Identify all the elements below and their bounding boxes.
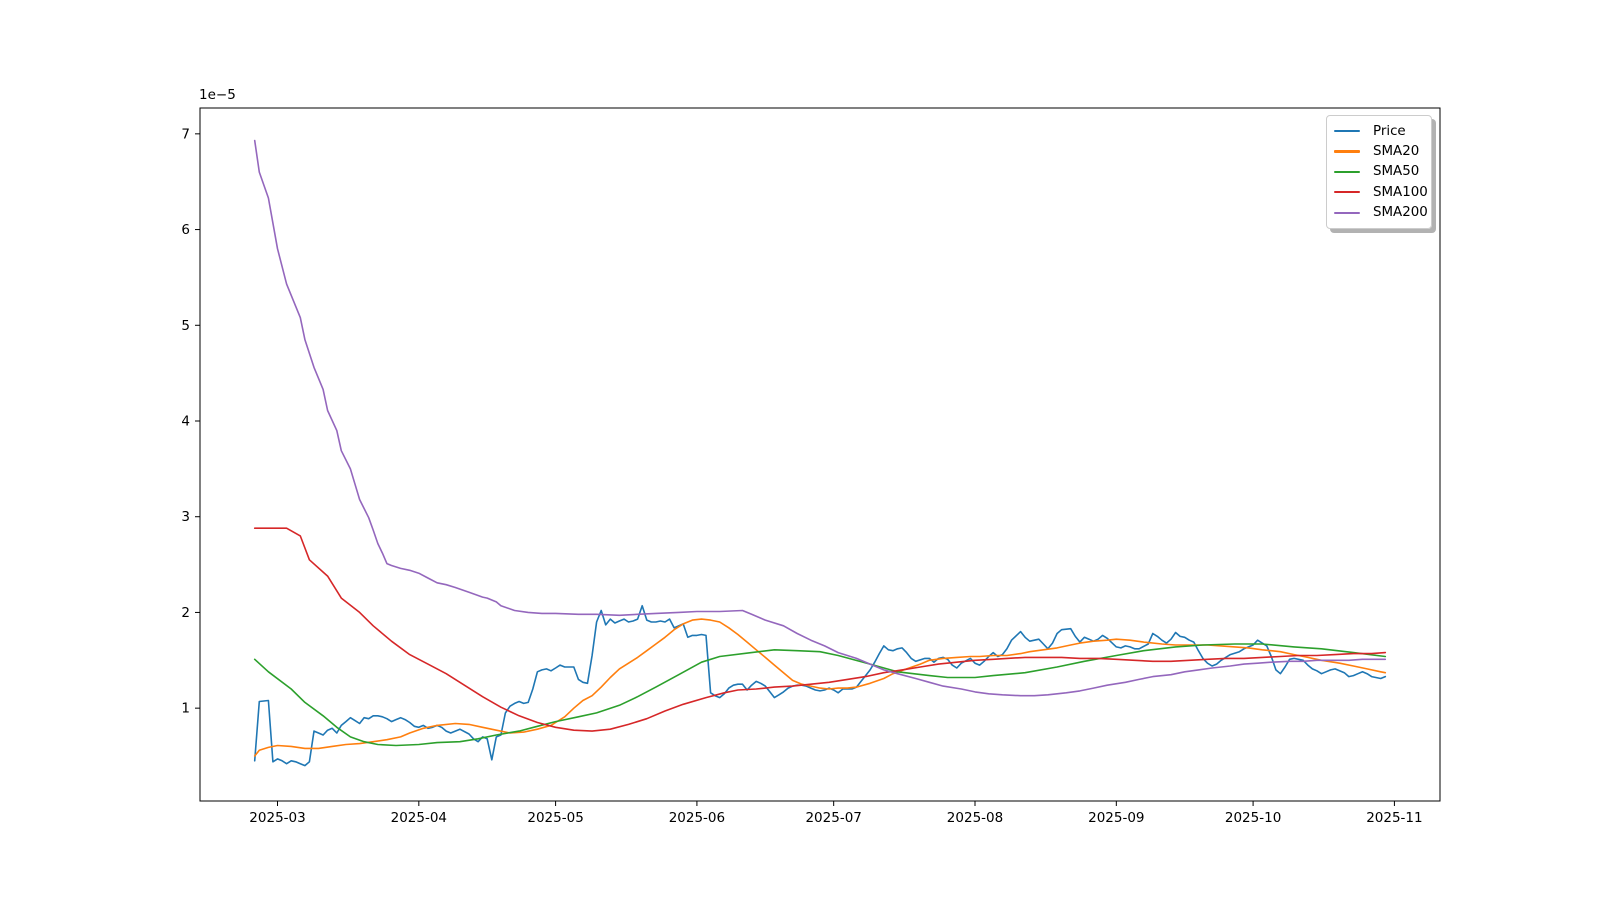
series-line-sma200	[253, 139, 1387, 697]
legend-label-sma100: SMA100	[1373, 184, 1428, 200]
y-tick-label: 2	[181, 605, 190, 621]
legend-entry-sma20: SMA20	[1334, 141, 1424, 161]
x-tick-label: 2025-06	[669, 810, 725, 826]
y-axis-offset-label: 1e−5	[199, 87, 236, 103]
x-tick-label: 2025-09	[1088, 810, 1144, 826]
legend-label-sma50: SMA50	[1373, 164, 1420, 180]
x-tick-label: 2025-11	[1366, 810, 1422, 826]
plot-spines	[199, 107, 1441, 802]
legend-line-sample-sma100	[1334, 191, 1360, 194]
x-tick-label: 2025-08	[947, 810, 1003, 826]
legend-line-sample-sma50	[1334, 170, 1360, 174]
y-tick-label: 6	[181, 222, 190, 238]
legend-entry-sma100: SMA100	[1334, 182, 1428, 202]
legend-line-sample-sma20	[1334, 150, 1360, 153]
y-tick-label: 3	[181, 509, 190, 525]
x-tick-label: 2025-03	[249, 810, 305, 826]
x-tick-label: 2025-04	[391, 810, 447, 826]
legend-entry-sma200: SMA200	[1334, 203, 1428, 223]
y-tick-label: 7	[181, 126, 190, 142]
series-line-sma20	[253, 618, 1387, 757]
y-tick-label: 5	[181, 318, 190, 334]
legend-line-sample-sma200	[1334, 211, 1360, 214]
legend-line-sample-price	[1334, 130, 1360, 133]
legend-label-price: Price	[1373, 123, 1406, 139]
x-tick-label: 2025-10	[1225, 810, 1281, 826]
y-tick-label: 1	[181, 701, 190, 717]
series-line-sma50	[253, 643, 1387, 747]
legend-label-sma20: SMA20	[1373, 144, 1420, 160]
legend-label-sma200: SMA200	[1373, 205, 1428, 221]
x-tick-label: 2025-05	[527, 810, 583, 826]
series-line-sma100	[253, 527, 1387, 732]
x-tick-label: 2025-07	[805, 810, 861, 826]
y-tick-label: 4	[181, 413, 190, 429]
legend-entry-price: Price	[1334, 121, 1424, 141]
legend: Price SMA20 SMA50 SMA100 SMA200	[1326, 115, 1432, 229]
legend-entry-sma50: SMA50	[1334, 162, 1424, 182]
